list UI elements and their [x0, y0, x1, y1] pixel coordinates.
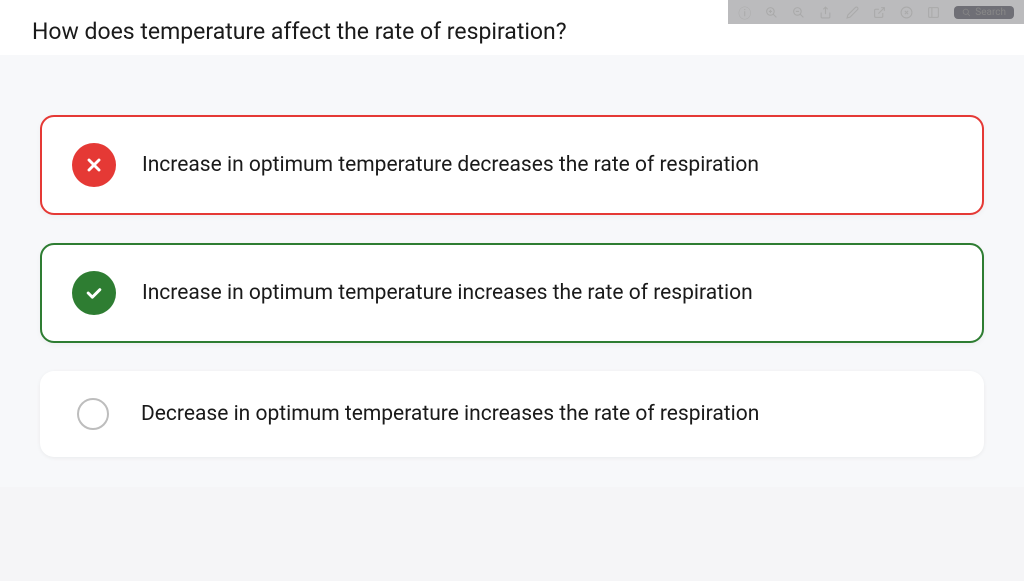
option-correct[interactable]: Increase in optimum temperature increase… [40, 243, 984, 343]
option-label: Increase in optimum temperature decrease… [142, 153, 759, 177]
cross-icon [72, 143, 116, 187]
browser-toolbar: ⓘ Search [728, 0, 1024, 24]
search-input[interactable]: Search [954, 6, 1014, 19]
option-incorrect[interactable]: Increase in optimum temperature decrease… [40, 115, 984, 215]
option-label: Increase in optimum temperature increase… [142, 281, 753, 305]
zoom-out-icon[interactable] [792, 6, 805, 19]
info-icon[interactable]: ⓘ [738, 3, 751, 22]
option-neutral[interactable]: Decrease in optimum temperature increase… [40, 371, 984, 457]
close-icon[interactable] [900, 6, 913, 19]
open-external-icon[interactable] [873, 6, 886, 19]
search-placeholder: Search [975, 7, 1006, 18]
zoom-in-icon[interactable] [765, 6, 778, 19]
edit-icon[interactable] [846, 6, 859, 19]
option-label: Decrease in optimum temperature increase… [141, 402, 759, 426]
share-icon[interactable] [819, 6, 832, 19]
radio-empty-icon [77, 398, 109, 430]
options-list: Increase in optimum temperature decrease… [0, 55, 1024, 487]
sidebar-icon[interactable] [927, 6, 940, 19]
check-icon [72, 271, 116, 315]
